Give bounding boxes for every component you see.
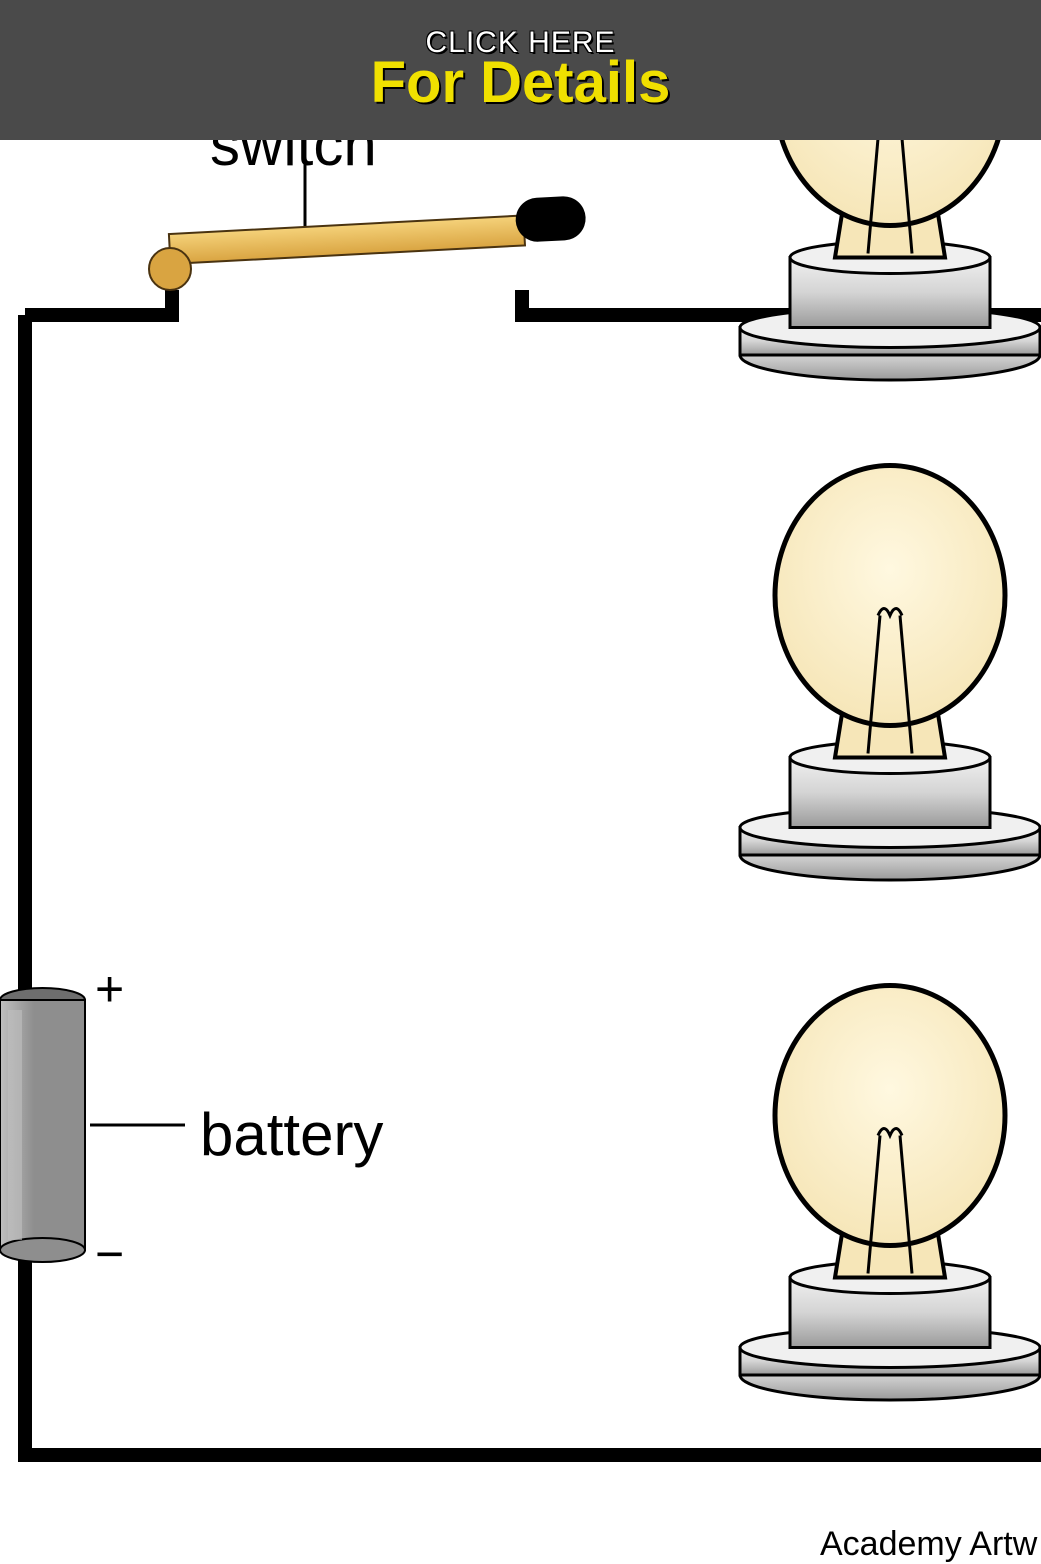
credit-text: Academy Artw (820, 1525, 1037, 1564)
circuit-diagram (0, 0, 1041, 1564)
battery-plus-label: + (95, 960, 124, 1018)
battery-minus-label: − (95, 1225, 124, 1283)
battery-label: battery (200, 1100, 383, 1169)
switch-component (149, 195, 587, 290)
click-here-banner[interactable]: CLICK HERE For Details (0, 0, 1041, 140)
battery-component (0, 988, 85, 1262)
banner-line2: For Details (371, 54, 671, 112)
bulbs-group (740, 0, 1040, 1400)
